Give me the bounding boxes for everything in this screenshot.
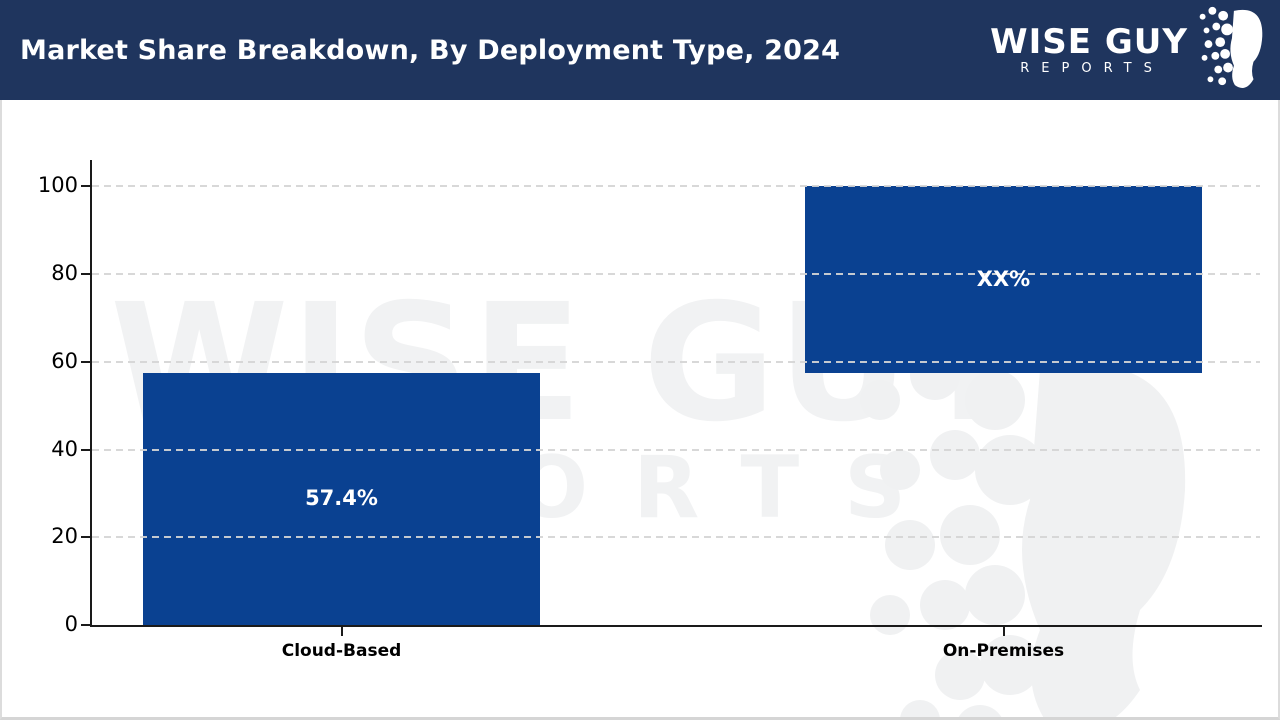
y-tick-label-20: 20 bbox=[51, 524, 78, 549]
x-category-label-1: On-Premises bbox=[942, 641, 1065, 661]
x-axis-line bbox=[90, 625, 1262, 627]
gridline-100 bbox=[92, 185, 1260, 188]
x-tick-0 bbox=[340, 627, 343, 636]
y-tick-label-60: 60 bbox=[51, 348, 78, 373]
logo-wordmark: WISE GUY bbox=[990, 22, 1188, 62]
y-tick-label-0: 0 bbox=[64, 612, 78, 636]
x-tick-1 bbox=[1002, 627, 1005, 636]
gridline-20 bbox=[92, 536, 1260, 539]
wiseguy-logo: WISE GUY REPORTS bbox=[990, 3, 1266, 97]
logo-subtitle: REPORTS bbox=[1020, 61, 1164, 76]
wiseguy-logo-text: WISE GUY REPORTS bbox=[990, 25, 1188, 75]
x-category-label-0: Cloud-Based bbox=[281, 641, 402, 661]
header-bar: Market Share Breakdown, By Deployment Ty… bbox=[0, 0, 1280, 100]
chart-card: WISE GUY REPORTS 0 20 40 60 80 100 57.4% Cloud-… bbox=[0, 100, 1280, 720]
y-tick-40 bbox=[81, 448, 90, 451]
y-tick-label-100: 100 bbox=[37, 173, 78, 198]
bar-on-premises bbox=[805, 186, 1202, 374]
y-tick-label-40: 40 bbox=[51, 436, 78, 461]
y-tick-60 bbox=[81, 360, 90, 363]
bar-value-label: 57.4% bbox=[305, 486, 378, 511]
y-tick-20 bbox=[81, 536, 90, 539]
plot-area: 0 20 40 60 80 100 57.4% Cloud-Based XX% On-Premis… bbox=[38, 160, 1262, 661]
y-tick-80 bbox=[81, 273, 90, 276]
gridline-60 bbox=[92, 360, 1260, 363]
y-tick-label-80: 80 bbox=[51, 261, 78, 286]
watermark-face-icon bbox=[830, 330, 1200, 717]
y-tick-100 bbox=[81, 185, 90, 188]
gridline-40 bbox=[92, 448, 1260, 451]
page-title: Market Share Breakdown, By Deployment Ty… bbox=[20, 34, 841, 66]
y-axis-line bbox=[90, 160, 92, 627]
bar-value-label: XX% bbox=[976, 266, 1031, 291]
y-tick-0 bbox=[81, 624, 90, 626]
wiseguy-face-icon bbox=[1194, 3, 1266, 97]
bar-cloud-based bbox=[143, 373, 540, 625]
gridline-80 bbox=[92, 273, 1260, 276]
